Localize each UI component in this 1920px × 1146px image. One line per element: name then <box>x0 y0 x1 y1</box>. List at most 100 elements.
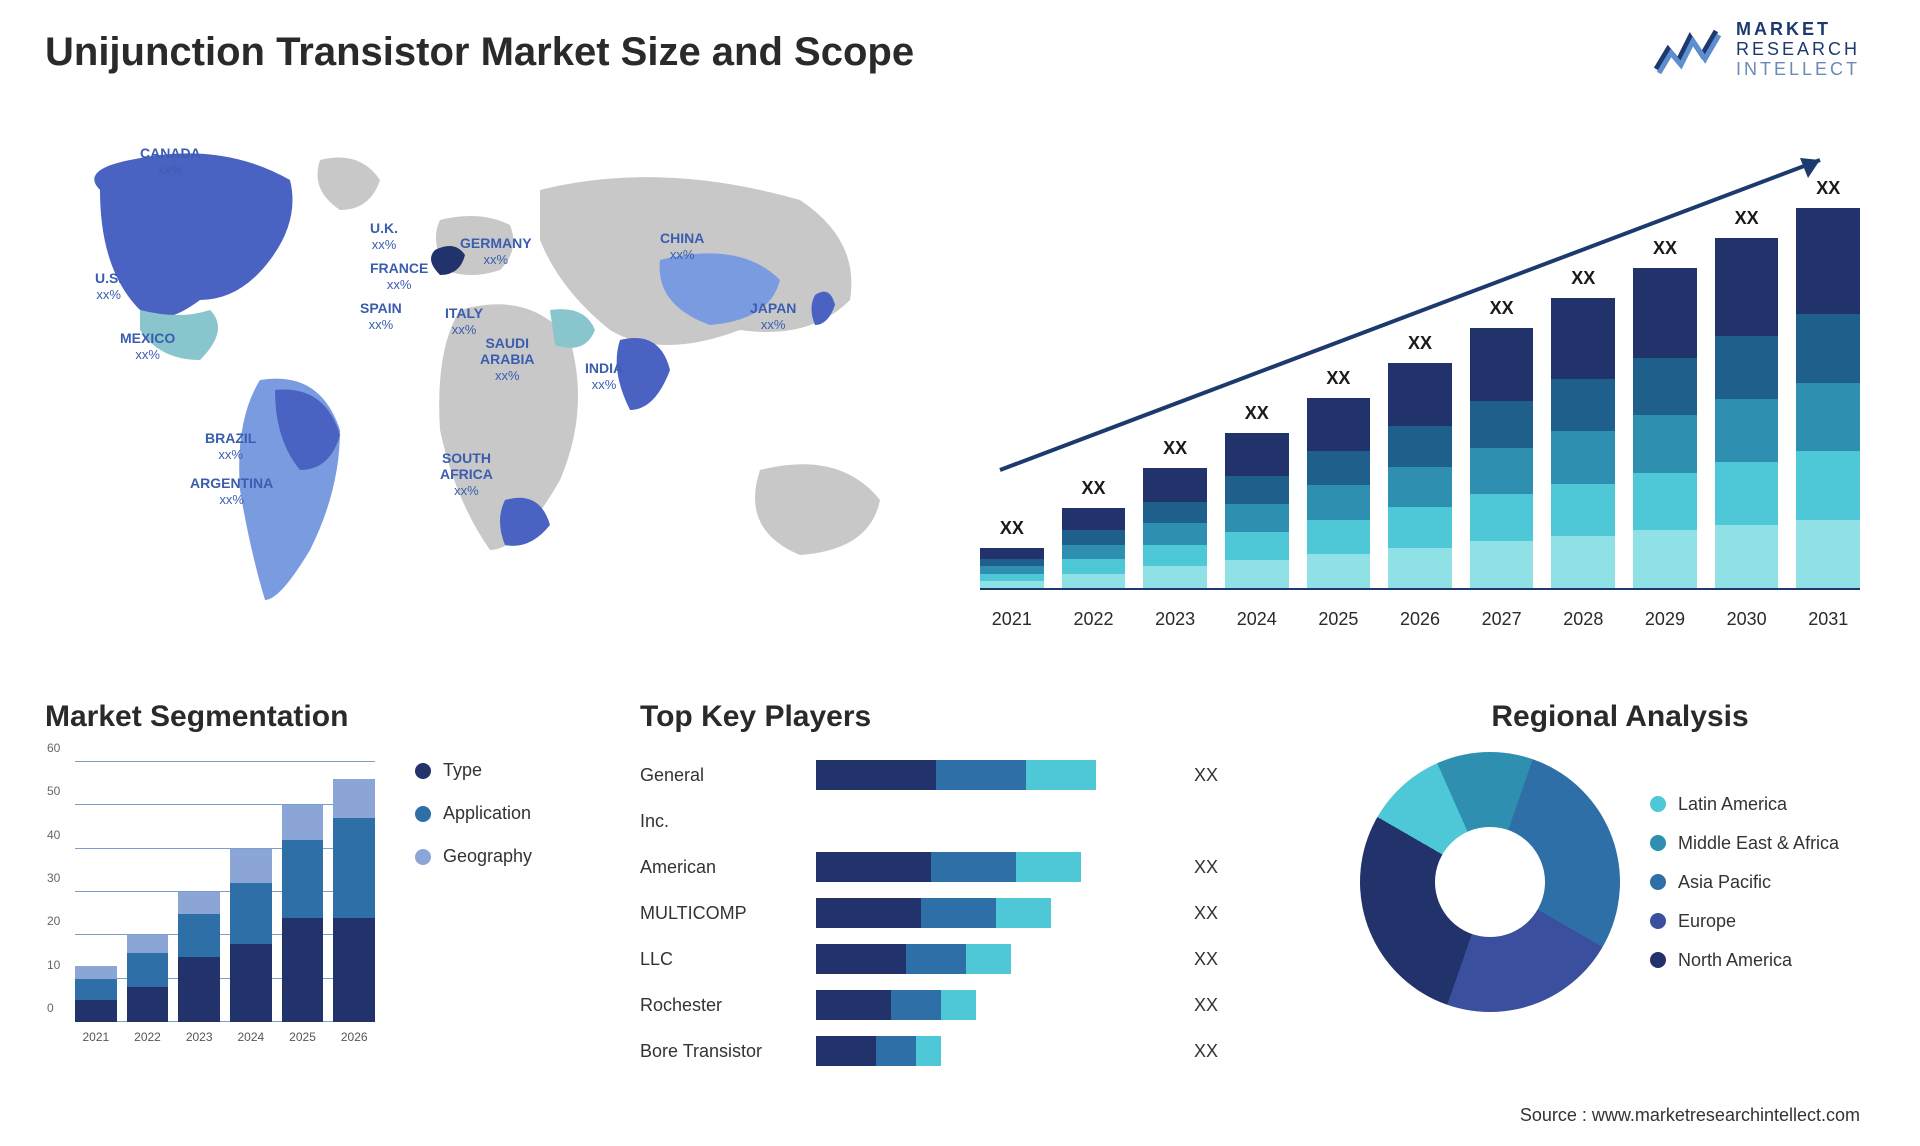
forecast-bar-seg <box>1143 545 1207 567</box>
seg-bar-seg <box>230 944 272 1022</box>
keyplayer-row: Inc. <box>640 798 1330 844</box>
seg-bar-seg <box>230 849 272 884</box>
segmentation-title: Market Segmentation <box>45 700 605 734</box>
forecast-bar-2031: XX <box>1796 208 1860 588</box>
keyplayer-bar <box>816 944 1166 974</box>
forecast-bar-seg <box>1551 379 1615 431</box>
seg-bar-2022 <box>127 935 169 1022</box>
forecast-bar-seg <box>1796 314 1860 382</box>
logo-text-3: INTELLECT <box>1736 60 1860 80</box>
region-legend-label: North America <box>1678 950 1792 971</box>
forecast-bar-seg <box>1225 532 1289 560</box>
seg-xlabel: 2021 <box>75 1030 117 1044</box>
segmentation-section: Market Segmentation 0102030405060 202120… <box>45 700 605 1070</box>
forecast-bar-seg <box>1633 415 1697 473</box>
keyplayer-row: GeneralXX <box>640 752 1330 798</box>
forecast-bar-seg <box>1715 525 1779 588</box>
forecast-bar-seg <box>1715 462 1779 525</box>
forecast-bar-seg <box>1388 507 1452 548</box>
forecast-bar-2027: XX <box>1470 328 1534 588</box>
country-label-mexico: MEXICOxx% <box>120 330 175 363</box>
forecast-bar-seg <box>1796 520 1860 588</box>
keyplayer-bar-seg <box>921 898 996 928</box>
keyplayer-bar-seg <box>891 990 941 1020</box>
keyplayer-value: XX <box>1194 765 1218 786</box>
country-label-italy: ITALYxx% <box>445 305 483 338</box>
seg-bar-2025 <box>282 805 324 1022</box>
forecast-bar-seg <box>1307 451 1371 485</box>
seg-xlabel: 2022 <box>127 1030 169 1044</box>
keyplayer-bar-seg <box>816 1036 876 1066</box>
forecast-bar-seg <box>980 548 1044 559</box>
page-title: Unijunction Transistor Market Size and S… <box>45 30 914 75</box>
forecast-bar-seg <box>1225 560 1289 588</box>
forecast-bar-seg <box>980 559 1044 566</box>
seg-bar-2026 <box>333 779 375 1022</box>
forecast-bar-seg <box>1470 401 1534 448</box>
legend-dot-icon <box>1650 835 1666 851</box>
legend-item-application: Application <box>415 803 532 824</box>
keyplayer-bar-seg <box>936 760 1026 790</box>
region-legend-item: North America <box>1650 950 1839 971</box>
forecast-bar-seg <box>1388 467 1452 508</box>
forecast-bar-value: XX <box>1143 438 1207 459</box>
seg-bar-seg <box>333 918 375 1022</box>
forecast-bar-seg <box>1470 328 1534 401</box>
country-label-india: INDIAxx% <box>585 360 623 393</box>
keyplayer-bar-seg <box>816 852 931 882</box>
legend-label: Application <box>443 803 531 824</box>
keyplayer-name: MULTICOMP <box>640 903 800 924</box>
world-map-svg <box>40 130 940 650</box>
keyplayer-bar-seg <box>816 898 921 928</box>
keyplayer-bar <box>816 990 1166 1020</box>
region-legend-label: Latin America <box>1678 794 1787 815</box>
forecast-bar-seg <box>1388 363 1452 426</box>
forecast-bar-seg <box>1470 448 1534 495</box>
keyplayer-value: XX <box>1194 995 1218 1016</box>
forecast-bar-seg <box>1225 504 1289 532</box>
forecast-bar-seg <box>1551 484 1615 536</box>
forecast-bar-seg <box>1062 559 1126 573</box>
forecast-xlabel: 2021 <box>980 609 1044 630</box>
forecast-bar-value: XX <box>1225 403 1289 424</box>
keyplayer-name: American <box>640 857 800 878</box>
forecast-bar-2022: XX <box>1062 508 1126 588</box>
forecast-bar-seg <box>1633 358 1697 416</box>
forecast-bar-value: XX <box>1062 478 1126 499</box>
keyplayer-bar-seg <box>941 990 976 1020</box>
seg-bar-seg <box>282 840 324 918</box>
forecast-bar-seg <box>1715 399 1779 462</box>
seg-bar-seg <box>75 966 117 979</box>
keyplayer-bar <box>816 898 1166 928</box>
regional-title: Regional Analysis <box>1360 700 1880 734</box>
forecast-bar-seg <box>1633 473 1697 531</box>
forecast-bar-seg <box>1551 431 1615 483</box>
keyplayer-name: Bore Transistor <box>640 1041 800 1062</box>
forecast-bar-value: XX <box>1307 368 1371 389</box>
y-tick-label: 20 <box>47 914 60 928</box>
forecast-bar-seg <box>1062 574 1126 588</box>
keyplayer-bar-seg <box>816 760 936 790</box>
forecast-bar-seg <box>1715 238 1779 336</box>
seg-bar-seg <box>127 935 169 952</box>
country-label-canada: CANADAxx% <box>140 145 201 178</box>
keyplayer-bar <box>816 760 1166 790</box>
legend-label: Type <box>443 760 482 781</box>
forecast-bar-seg <box>1062 545 1126 559</box>
keyplayer-row: Bore Transistor XX <box>640 1028 1330 1074</box>
country-label-china: CHINAxx% <box>660 230 704 263</box>
country-label-argentina: ARGENTINAxx% <box>190 475 273 508</box>
keyplayer-bar-seg <box>816 944 906 974</box>
forecast-bar-value: XX <box>1715 208 1779 229</box>
region-legend-label: Europe <box>1678 911 1736 932</box>
keyplayer-value: XX <box>1194 1041 1218 1062</box>
forecast-xlabel: 2029 <box>1633 609 1697 630</box>
legend-dot-icon <box>1650 874 1666 890</box>
seg-bar-seg <box>178 957 220 1022</box>
keyplayer-name: Inc. <box>640 811 800 832</box>
forecast-bar-2024: XX <box>1225 433 1289 588</box>
forecast-xlabel: 2025 <box>1307 609 1371 630</box>
forecast-xlabel: 2028 <box>1551 609 1615 630</box>
seg-bar-seg <box>75 979 117 1001</box>
forecast-bar-seg <box>1307 398 1371 451</box>
